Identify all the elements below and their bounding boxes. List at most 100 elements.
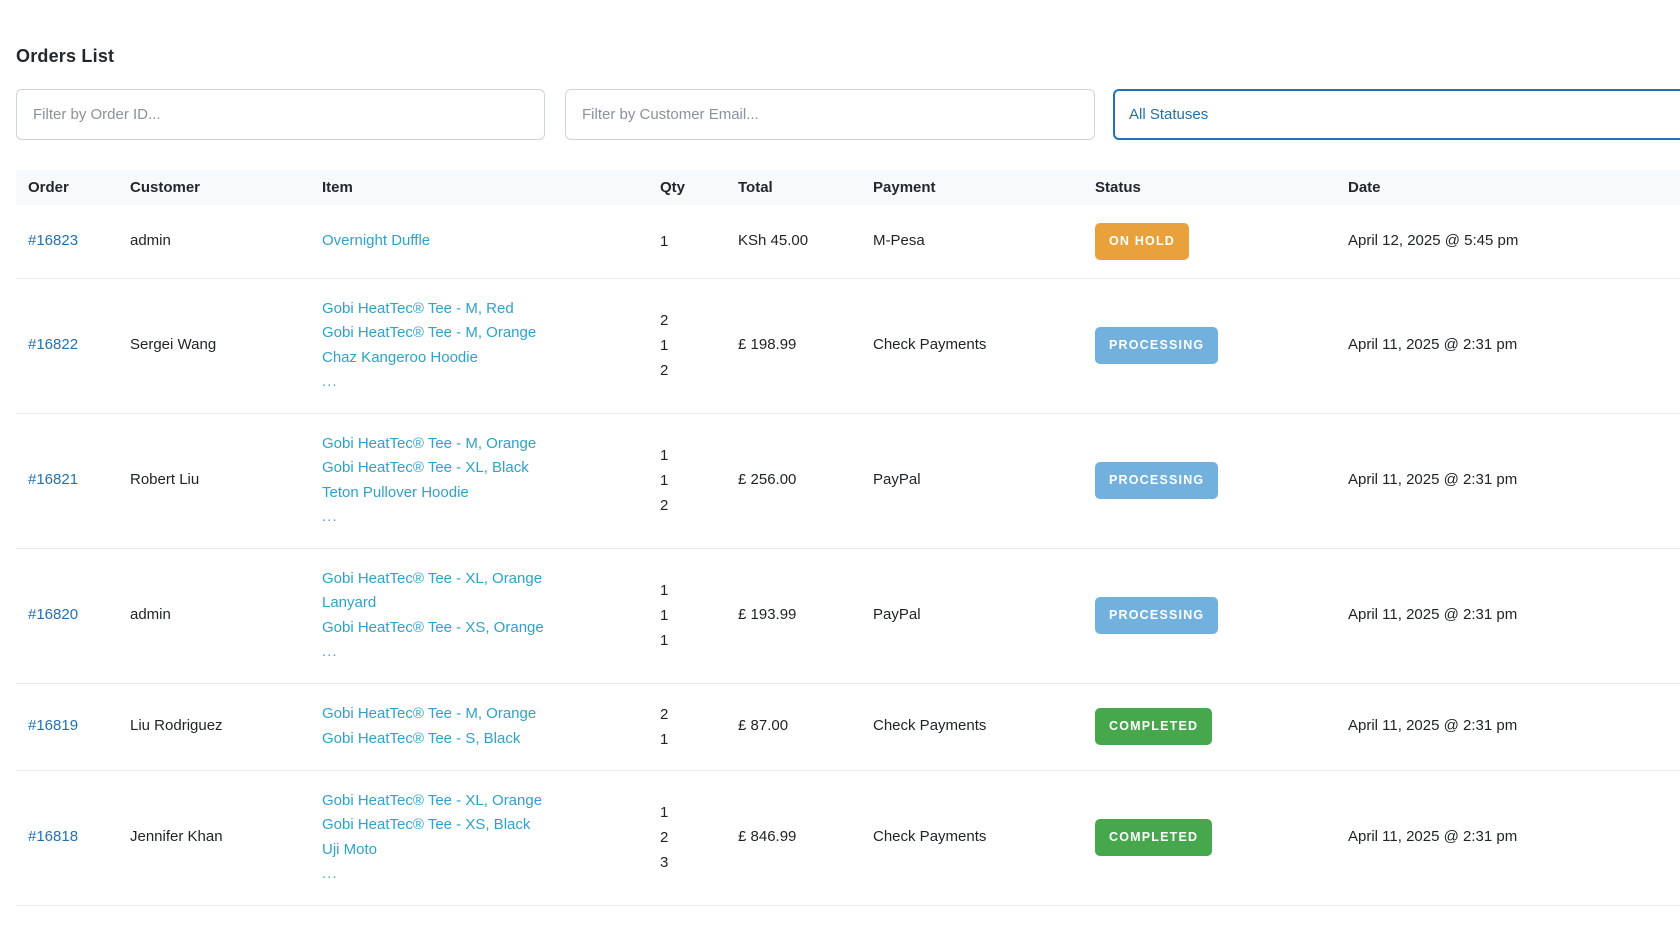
items-ellipsis: ... — [322, 865, 338, 882]
table-row: #16821 Robert Liu Gobi HeatTec® Tee - M,… — [16, 413, 1680, 549]
status-badge: COMPLETED — [1095, 708, 1213, 745]
status-badge: PROCESSING — [1095, 597, 1219, 634]
customer-email-filter-input[interactable] — [565, 89, 1095, 140]
column-header-date: Date — [1348, 170, 1680, 205]
page-title: Orders List — [16, 46, 115, 66]
customer-name: Liu Rodriguez — [130, 717, 223, 735]
column-header-order: Order — [16, 170, 130, 205]
status-filter-select[interactable]: All Statuses — [1113, 89, 1680, 140]
column-header-qty: Qty — [660, 170, 738, 205]
order-total: £ 846.99 — [738, 828, 797, 846]
payment-method: Check Payments — [873, 336, 987, 354]
qty-value: 1 — [660, 582, 669, 599]
customer-name: Sergei Wang — [130, 336, 217, 354]
payment-method: M-Pesa — [873, 232, 925, 249]
order-id-link[interactable]: #16821 — [28, 471, 79, 489]
item-link[interactable]: Gobi HeatTec® Tee - XL, Orange — [322, 791, 543, 809]
qty-value: 2 — [660, 829, 669, 846]
qty-value: 1 — [660, 804, 669, 821]
item-link[interactable]: Gobi HeatTec® Tee - XS, Orange — [322, 618, 544, 636]
orders-table: Order Customer Item Qty Total Payment St… — [16, 170, 1680, 906]
column-header-customer: Customer — [130, 170, 322, 205]
customer-name: Robert Liu — [130, 471, 200, 489]
qty-value: 1 — [660, 447, 669, 464]
order-total: £ 87.00 — [738, 717, 789, 735]
order-total: £ 193.99 — [738, 606, 797, 624]
status-badge: PROCESSING — [1095, 327, 1219, 364]
item-link[interactable]: Chaz Kangeroo Hoodie — [322, 348, 478, 366]
qty-values: 1 1 1 — [660, 578, 728, 653]
qty-value: 1 — [660, 632, 669, 649]
qty-value: 2 — [660, 705, 669, 723]
order-date: April 11, 2025 @ 2:31 pm — [1348, 471, 1518, 489]
item-link[interactable]: Gobi HeatTec® Tee - M, Orange — [322, 324, 537, 341]
item-link[interactable]: Gobi HeatTec® Tee - M, Orange — [322, 434, 537, 452]
qty-values: 1 1 2 — [660, 443, 728, 518]
order-date: April 12, 2025 @ 5:45 pm — [1348, 232, 1519, 249]
column-header-payment: Payment — [873, 170, 1095, 205]
table-row: #16819 Liu Rodriguez Gobi HeatTec® Tee -… — [16, 683, 1680, 771]
item-link[interactable]: Teton Pullover Hoodie — [322, 483, 469, 501]
item-links: Gobi HeatTec® Tee - M, Orange Gobi HeatTe… — [322, 702, 650, 751]
order-id-link[interactable]: #16823 — [28, 232, 79, 249]
item-link[interactable]: Gobi HeatTec® Tee - XS, Black — [322, 816, 531, 833]
order-id-link[interactable]: #16820 — [28, 606, 79, 624]
item-link[interactable]: Lanyard — [322, 594, 377, 611]
status-badge: ON HOLD — [1095, 223, 1190, 260]
qty-value: 2 — [660, 497, 669, 514]
customer-name: Jennifer Khan — [130, 828, 223, 846]
column-header-item: Item — [322, 170, 660, 205]
item-links: Gobi HeatTec® Tee - XL, Orange Lanyard Gob… — [322, 567, 650, 665]
qty-value: 3 — [660, 854, 669, 871]
qty-value: 1 — [660, 337, 669, 354]
item-link[interactable]: Gobi HeatTec® Tee - M, Red — [322, 299, 514, 317]
item-links: Gobi HeatTec® Tee - XL, Orange Gobi HeatT… — [322, 789, 650, 887]
customer-name: admin — [130, 606, 171, 624]
payment-method: Check Payments — [873, 717, 987, 735]
qty-value: 1 — [660, 232, 669, 250]
orders-page: Orders List All Statuses Order Customer … — [16, 46, 1680, 906]
order-total: £ 198.99 — [738, 336, 797, 354]
order-id-link[interactable]: #16819 — [28, 717, 79, 735]
table-row: #16820 admin Gobi HeatTec® Tee - XL, Ora… — [16, 548, 1680, 684]
order-date: April 11, 2025 @ 2:31 pm — [1348, 336, 1518, 354]
qty-values: 2 1 2 — [660, 308, 728, 383]
items-ellipsis: ... — [322, 508, 338, 525]
item-link[interactable]: Gobi HeatTec® Tee - XL, Orange — [322, 569, 543, 587]
item-links: Overnight Duffle — [322, 229, 650, 254]
item-links: Gobi HeatTec® Tee - M, Orange Gobi HeatTe… — [322, 432, 650, 530]
column-header-total: Total — [738, 170, 873, 205]
order-id-link[interactable]: #16818 — [28, 828, 79, 846]
qty-value: 1 — [660, 472, 669, 489]
qty-values: 1 — [660, 229, 728, 254]
table-row: #16818 Jennifer Khan Gobi HeatTec® Tee -… — [16, 770, 1680, 906]
qty-value: 2 — [660, 362, 669, 379]
filters-bar: All Statuses — [16, 89, 1680, 140]
table-row: #16823 admin Overnight Duffle 1 KSh 45.0… — [16, 205, 1680, 279]
payment-method: PayPal — [873, 606, 921, 624]
qty-value: 1 — [660, 607, 669, 624]
item-links: Gobi HeatTec® Tee - M, Red Gobi HeatTec® … — [322, 297, 650, 395]
status-badge: COMPLETED — [1095, 819, 1213, 856]
column-header-status: Status — [1095, 170, 1348, 205]
status-badge: PROCESSING — [1095, 462, 1219, 499]
table-row: #16822 Sergei Wang Gobi HeatTec® Tee - M… — [16, 278, 1680, 414]
order-date: April 11, 2025 @ 2:31 pm — [1348, 606, 1518, 624]
customer-name: admin — [130, 232, 171, 249]
qty-value: 2 — [660, 312, 669, 329]
order-total: KSh 45.00 — [738, 232, 809, 249]
table-header-row: Order Customer Item Qty Total Payment St… — [16, 170, 1680, 205]
order-total: £ 256.00 — [738, 471, 797, 489]
item-link[interactable]: Gobi HeatTec® Tee - M, Orange — [322, 705, 537, 722]
item-link[interactable]: Uji Moto — [322, 840, 378, 858]
qty-values: 1 2 3 — [660, 800, 728, 875]
items-ellipsis: ... — [322, 373, 338, 390]
item-link[interactable]: Overnight Duffle — [322, 232, 431, 249]
item-link[interactable]: Gobi HeatTec® Tee - XL, Black — [322, 459, 529, 476]
order-id-link[interactable]: #16822 — [28, 336, 79, 354]
order-date: April 11, 2025 @ 2:31 pm — [1348, 717, 1518, 735]
items-ellipsis: ... — [322, 643, 338, 660]
item-link[interactable]: Gobi HeatTec® Tee - S, Black — [322, 729, 521, 747]
order-id-filter-input[interactable] — [16, 89, 545, 140]
